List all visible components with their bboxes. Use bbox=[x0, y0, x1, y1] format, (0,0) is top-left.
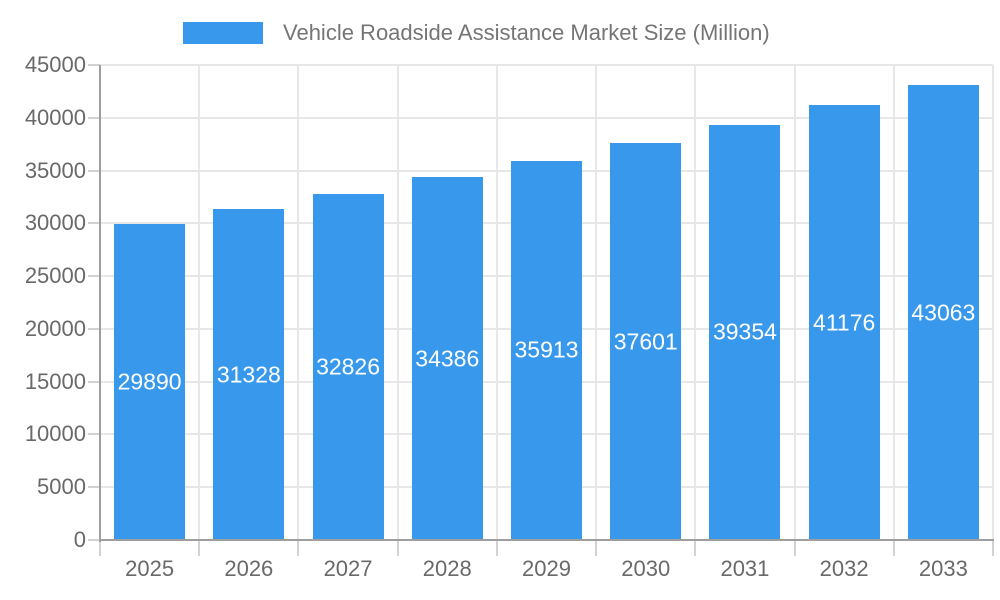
y-axis-tick-label: 45000 bbox=[24, 52, 86, 77]
y-axis-tick bbox=[88, 327, 100, 330]
bar[interactable]: 31328 bbox=[213, 209, 285, 540]
y-axis-tick bbox=[88, 169, 100, 172]
y-axis-tick bbox=[88, 433, 100, 436]
y-axis-tick bbox=[88, 486, 100, 489]
y-axis-tick bbox=[88, 539, 100, 541]
bar-value-label: 32826 bbox=[316, 353, 381, 380]
bar[interactable]: 35913 bbox=[511, 160, 582, 540]
y-axis-tick-label: 30000 bbox=[24, 210, 86, 236]
y-axis-tick-label: 0 bbox=[73, 527, 86, 552]
x-axis-tick-label: 2029 bbox=[522, 556, 571, 581]
bar[interactable]: 37601 bbox=[610, 143, 682, 540]
x-axis-tick-label: 2031 bbox=[720, 556, 770, 581]
bar-value-label: 31328 bbox=[216, 361, 281, 388]
y-axis-tick bbox=[88, 275, 100, 278]
y-axis-tick-label: 35000 bbox=[24, 157, 86, 183]
x-axis-tick-label: 2032 bbox=[819, 556, 869, 581]
y-axis-tick-label: 20000 bbox=[24, 315, 86, 341]
v-gridline bbox=[495, 65, 498, 540]
x-axis-tick-label: 2033 bbox=[918, 556, 968, 581]
v-gridline bbox=[694, 65, 697, 540]
x-axis-tick bbox=[495, 540, 498, 556]
x-axis-tick-label: 2027 bbox=[323, 556, 373, 581]
y-axis-tick bbox=[88, 64, 100, 66]
bar-value-label: 37601 bbox=[613, 328, 678, 355]
x-axis-tick bbox=[694, 540, 697, 556]
bar-value-label: 41176 bbox=[813, 309, 876, 336]
x-axis-tick bbox=[992, 540, 994, 556]
legend-item[interactable]: Vehicle Roadside Assistance Market Size … bbox=[183, 22, 770, 44]
v-gridline bbox=[198, 65, 201, 540]
bar-value-label: 43063 bbox=[911, 299, 976, 326]
bar-value-label: 29890 bbox=[117, 368, 182, 395]
x-axis-tick bbox=[198, 540, 201, 556]
x-axis-tick-label: 2025 bbox=[125, 556, 175, 581]
y-axis-tick-label: 40000 bbox=[24, 104, 86, 130]
y-axis-line bbox=[99, 65, 101, 542]
y-axis-tick-label: 25000 bbox=[24, 263, 86, 289]
v-gridline bbox=[297, 65, 300, 540]
legend-swatch[interactable] bbox=[183, 22, 263, 44]
x-axis-tick-label: 2026 bbox=[224, 556, 274, 581]
y-axis-tick-label: 5000 bbox=[37, 474, 86, 500]
bar-value-label: 39354 bbox=[712, 318, 777, 345]
legend-label[interactable]: Vehicle Roadside Assistance Market Size … bbox=[283, 20, 770, 45]
bar[interactable]: 39354 bbox=[709, 124, 781, 540]
bar[interactable]: 43063 bbox=[907, 85, 979, 540]
v-gridline bbox=[892, 65, 895, 540]
x-axis-tick bbox=[99, 540, 101, 556]
v-gridline bbox=[992, 65, 994, 540]
bar-value-label: 34386 bbox=[415, 345, 480, 371]
v-gridline bbox=[396, 65, 399, 540]
h-gridline bbox=[100, 64, 993, 66]
x-axis-tick bbox=[595, 540, 598, 556]
x-axis-tick bbox=[396, 540, 399, 556]
bar-value-label: 35913 bbox=[514, 336, 579, 363]
v-gridline bbox=[595, 65, 598, 540]
x-axis-tick-label: 2028 bbox=[422, 556, 472, 581]
y-axis-tick bbox=[88, 380, 100, 383]
bar[interactable]: 29890 bbox=[114, 224, 186, 540]
x-axis-tick bbox=[892, 540, 895, 556]
x-axis-tick bbox=[793, 540, 796, 556]
h-gridline bbox=[100, 116, 993, 119]
y-axis-tick-label: 15000 bbox=[24, 368, 86, 394]
x-axis-tick-label: 2030 bbox=[621, 556, 671, 581]
bar[interactable]: 41176 bbox=[808, 105, 880, 540]
y-axis-tick bbox=[88, 116, 100, 119]
y-axis-tick bbox=[88, 222, 100, 225]
x-axis-line bbox=[99, 539, 994, 541]
bar[interactable]: 34386 bbox=[411, 177, 483, 540]
x-axis-tick bbox=[297, 540, 300, 556]
y-axis-tick-label: 10000 bbox=[24, 421, 86, 447]
v-gridline bbox=[793, 65, 796, 540]
bar[interactable]: 32826 bbox=[312, 193, 384, 540]
